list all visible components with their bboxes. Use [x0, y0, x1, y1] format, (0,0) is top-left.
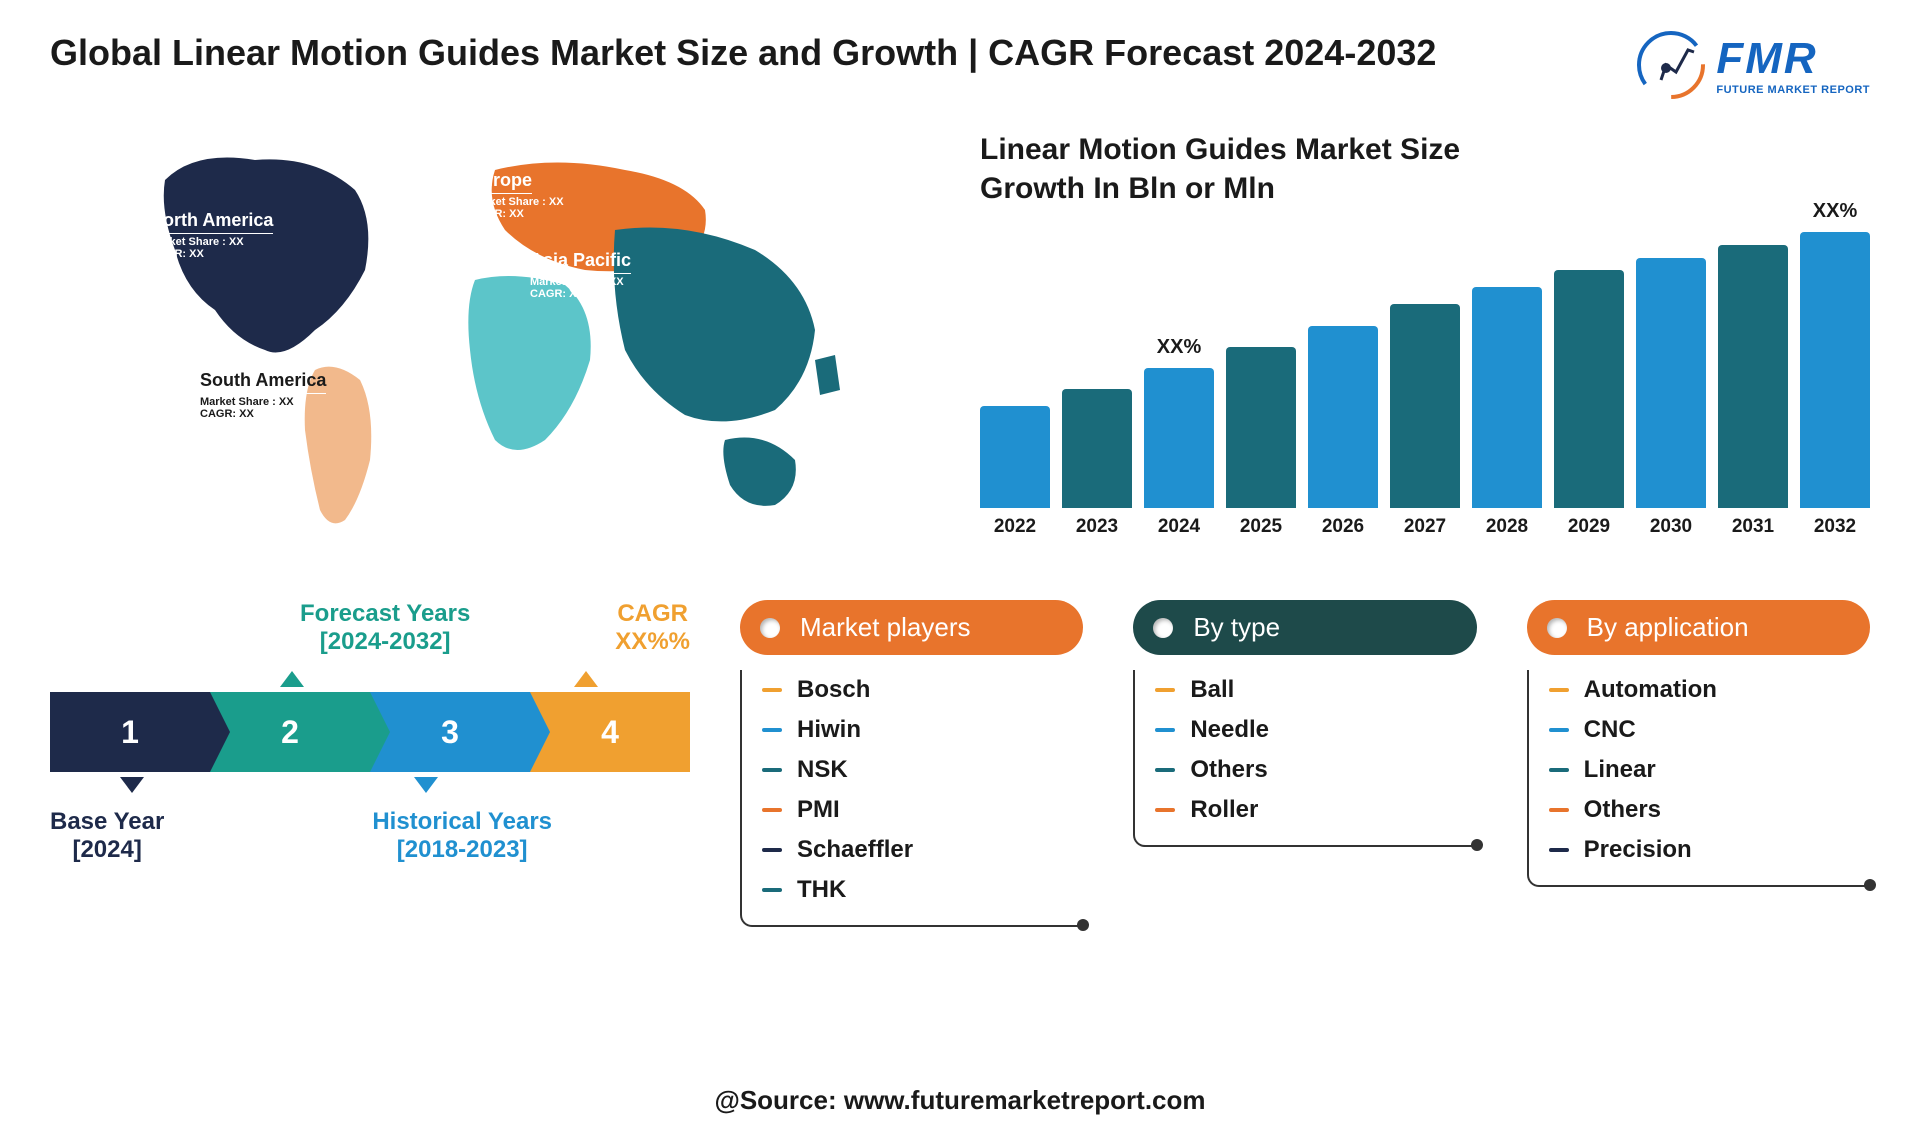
bar-2027: 2027: [1390, 304, 1460, 538]
timeline-seg-4: 4: [530, 692, 690, 772]
bar-2026: 2026: [1308, 326, 1378, 538]
forecast-label: Forecast Years[2024-2032]: [300, 600, 470, 656]
region-label-asia-pacific: Asia PacificMarket Share : XXCAGR: XX: [530, 250, 631, 300]
logo-icon: [1636, 30, 1706, 100]
region-label-europe: EuropeMarket Share : XXCAGR: XX: [470, 170, 564, 220]
triangle-up-icon: [280, 671, 304, 687]
logo: FMR FUTURE MARKET REPORT: [1636, 30, 1870, 100]
triangle-down-icon: [414, 777, 438, 793]
map-mea: [468, 276, 590, 450]
logo-subtext: FUTURE MARKET REPORT: [1716, 84, 1870, 96]
cagr-label: CAGRXX%%: [615, 600, 690, 656]
world-map: North AmericaMarket Share : XXCAGR: XX So…: [50, 130, 940, 550]
bar-2028: 2028: [1472, 287, 1542, 538]
logo-text: FMR: [1716, 34, 1870, 84]
list-item: Roller: [1155, 790, 1476, 830]
bar-2025: 2025: [1226, 347, 1296, 538]
region-label-mea: MEAMarket Share : XXCAGR: XX: [370, 300, 464, 350]
region-label-south-america: South AmericaMarket Share : XXCAGR: XX: [200, 370, 326, 420]
list-item: Automation: [1549, 670, 1870, 710]
source-text: @Source: www.futuremarketreport.com: [714, 1085, 1205, 1116]
region-label-north-america: North AmericaMarket Share : XXCAGR: XX: [150, 210, 273, 260]
timeline: Forecast Years[2024-2032] CAGRXX%% 1234 …: [50, 600, 690, 927]
timeline-seg-2: 2: [210, 692, 370, 772]
page-title: Global Linear Motion Guides Market Size …: [50, 30, 1436, 77]
list-item: NSK: [762, 750, 1083, 790]
bar-2024: XX%2024: [1144, 368, 1214, 538]
list-item: Others: [1155, 750, 1476, 790]
timeline-seg-1: 1: [50, 692, 210, 772]
list-item: Schaeffler: [762, 830, 1083, 870]
list-item: THK: [762, 870, 1083, 910]
bar-2023: 2023: [1062, 389, 1132, 538]
triangle-up-icon: [574, 671, 598, 687]
bar-2029: 2029: [1554, 270, 1624, 538]
bar-2032: XX%2032: [1800, 232, 1870, 538]
category-header: Market players: [740, 600, 1083, 655]
base-year-label: Base Year[2024]: [50, 808, 164, 864]
list-item: Needle: [1155, 710, 1476, 750]
category-header: By application: [1527, 600, 1870, 655]
list-item: Linear: [1549, 750, 1870, 790]
list-item: Hiwin: [762, 710, 1083, 750]
timeline-seg-3: 3: [370, 692, 530, 772]
list-item: Ball: [1155, 670, 1476, 710]
list-item: Others: [1549, 790, 1870, 830]
category-by-application: By application AutomationCNCLinearOthersP…: [1527, 600, 1870, 927]
bar-2022: 2022: [980, 406, 1050, 538]
list-item: PMI: [762, 790, 1083, 830]
list-item: Precision: [1549, 830, 1870, 870]
category-header: By type: [1133, 600, 1476, 655]
bar-2031: 2031: [1718, 245, 1788, 538]
bar-chart: Linear Motion Guides Market Size Growth …: [980, 130, 1870, 550]
bar-2030: 2030: [1636, 258, 1706, 538]
triangle-down-icon: [120, 777, 144, 793]
historical-label: Historical Years[2018-2023]: [372, 808, 552, 864]
category-by-type: By type BallNeedleOthersRoller: [1133, 600, 1476, 927]
list-item: CNC: [1549, 710, 1870, 750]
map-asia-pacific: [614, 228, 840, 506]
chart-title: Linear Motion Guides Market Size Growth …: [980, 130, 1480, 208]
category-market-players: Market players BoschHiwinNSKPMISchaeffler…: [740, 600, 1083, 927]
list-item: Bosch: [762, 670, 1083, 710]
